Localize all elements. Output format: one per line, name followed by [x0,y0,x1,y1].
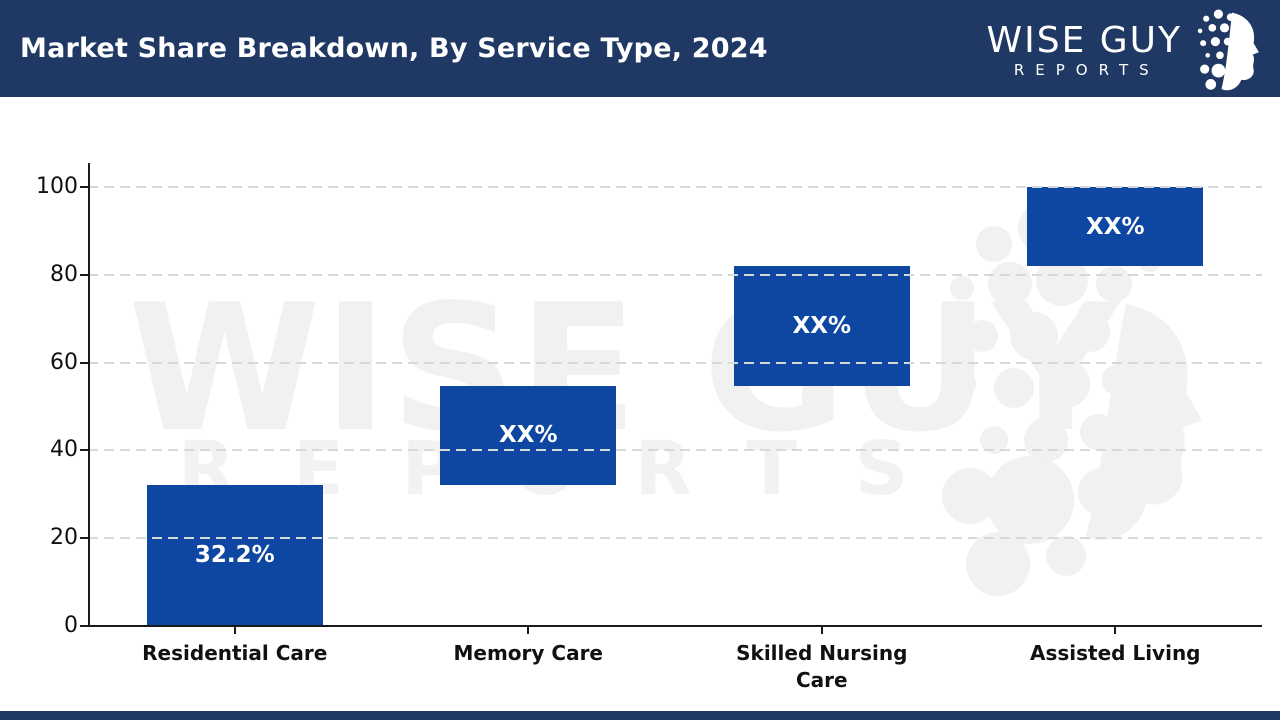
x-tick-mark [233,626,236,634]
gridline-80 [88,273,1262,276]
footer-bar [0,711,1280,720]
bar-value-label: XX% [498,422,558,449]
x-tick-mark [1114,626,1117,634]
chart-title: Market Share Breakdown, By Service Type,… [20,33,768,64]
y-tick-label: 0 [64,613,78,638]
y-tick-mark [80,361,88,364]
y-tick-label: 40 [50,437,78,463]
header-bar: Market Share Breakdown, By Service Type,… [0,0,1280,97]
bar-value-label: XX% [1085,213,1145,240]
logo-reports-text: REPORTS [1013,60,1160,79]
gridline-60 [88,361,1262,364]
x-tick-label: Memory Care [453,641,603,665]
y-tick-label: 60 [50,349,78,375]
y-tick-label: 20 [50,525,78,551]
x-tick-mark [527,626,530,634]
y-tick-mark [80,186,88,188]
x-tick-label: Assisted Living [1030,641,1201,665]
bar-value-label: 32.2% [194,542,275,569]
x-tick-mark [820,626,823,634]
y-tick-mark [80,537,88,540]
x-tick-label: Skilled Nursing Care [736,641,908,692]
waterfall-bar-1: 32.2% [146,484,323,626]
bar-value-label: XX% [792,313,851,340]
y-tick-mark [80,449,88,452]
y-tick-mark [80,625,88,627]
waterfall-bar-4: XX% [1027,187,1204,267]
y-axis-line [88,163,90,626]
waterfall-bar-3: XX% [733,266,910,387]
y-tick-label: 80 [50,261,78,287]
logo-head-icon [1197,9,1259,91]
x-tick-label: Residential Care [142,641,328,665]
y-tick-mark [80,273,88,276]
logo-wiseguy-text: WISE GUY [986,19,1182,61]
x-axis-line [88,625,1262,627]
gridline-40 [88,449,1262,452]
wise-guy-reports-logo: WISE GUY REPORTS [987,8,1263,92]
y-tick-label: 100 [36,174,78,199]
waterfall-bar-2: XX% [440,386,617,485]
